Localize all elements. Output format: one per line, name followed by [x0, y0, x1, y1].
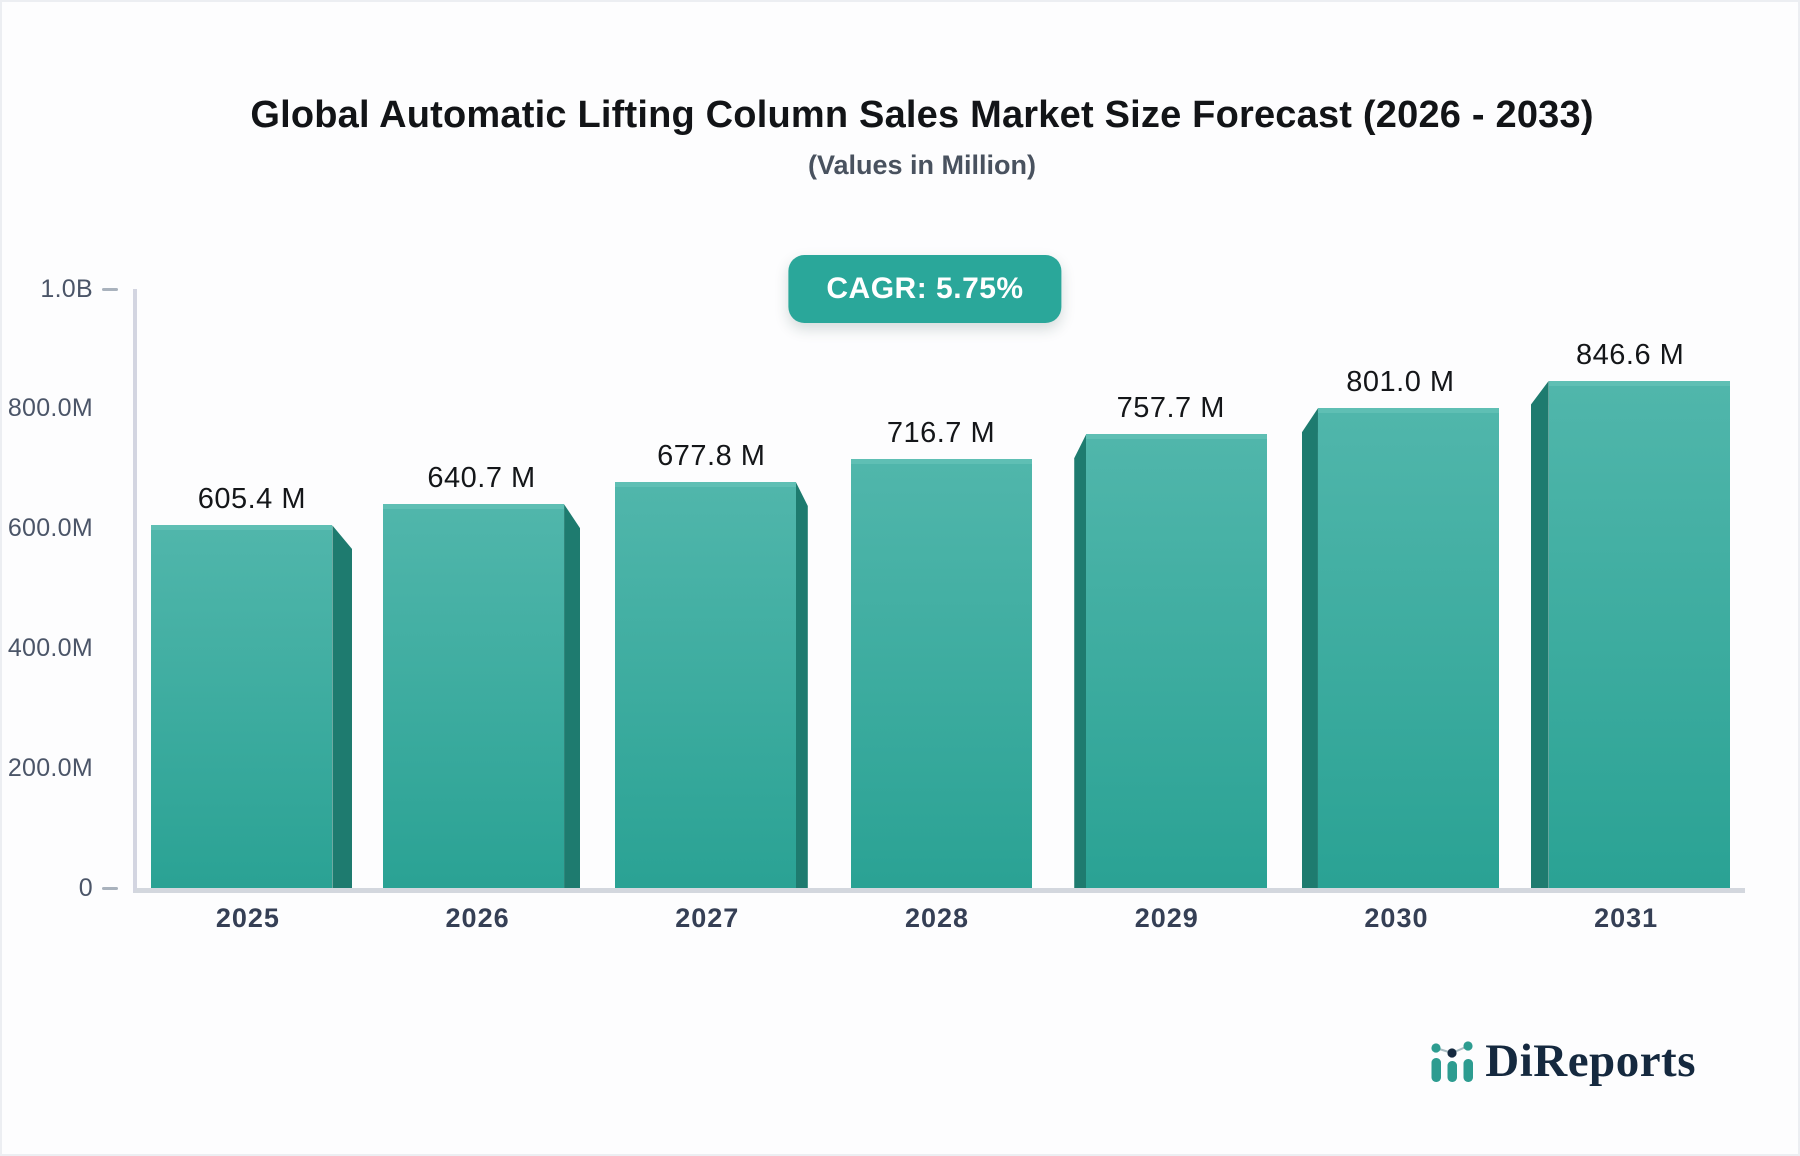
bar-2030	[1301, 408, 1499, 888]
bar-cell-2026: 640.7 M	[367, 289, 597, 888]
y-tick-label: 600.0M	[7, 514, 93, 543]
x-tick-label-2029: 2029	[1134, 903, 1199, 933]
plot-area: 605.4 M 640.7 M 677.8 M 716.7 M 757.7 M 801.0…	[133, 289, 1745, 893]
bar-cell-2031: 846.6 M	[1515, 289, 1745, 888]
y-tick-label: 400.0M	[7, 633, 93, 662]
x-tick-label-2028: 2028	[904, 903, 970, 933]
bar-side-face	[1301, 408, 1318, 888]
bar-value-label: 846.6 M	[1576, 338, 1685, 371]
bars-container: 605.4 M 640.7 M 677.8 M 716.7 M 757.7 M 801.0…	[137, 289, 1745, 888]
bar-2028	[850, 458, 1032, 888]
bar-2025	[151, 525, 353, 888]
x-tick-label-2027: 2027	[675, 903, 740, 933]
x-tick-label-2030: 2030	[1364, 903, 1429, 933]
bar-front-face	[850, 458, 1032, 888]
chart-subtitle: (Values in Million)	[807, 150, 1037, 180]
bar-value-label: 716.7 M	[886, 416, 996, 449]
cagr-badge: CAGR: 5.75%	[788, 255, 1062, 323]
bar-value-label: 677.8 M	[657, 440, 766, 472]
bar-front-face	[1548, 380, 1730, 888]
y-tick-dash	[102, 886, 118, 890]
bar-front-face	[614, 482, 796, 888]
bar-2026	[383, 504, 581, 888]
y-tick-label: 1.0B	[40, 274, 93, 303]
bar-cell-2030: 801.0 M	[1286, 289, 1516, 888]
y-tick-1.0B: 1.0B	[0, 274, 133, 304]
y-tick-label: 0	[78, 873, 93, 902]
bar-cell-2025: 605.4 M	[137, 289, 367, 888]
bar-side-face	[1074, 434, 1087, 888]
bar-front-face	[1086, 434, 1268, 888]
y-tick-800.0M: 800.0M	[0, 394, 133, 424]
bar-cell-2028: 716.7 M	[826, 289, 1056, 888]
x-axis-labels: 2025 2026 2027 2028 2029 2030 2031	[133, 903, 1741, 939]
y-tick-0: 0	[0, 873, 133, 903]
bar-side-face	[795, 482, 808, 888]
y-tick-400.0M: 400.0M	[0, 633, 133, 663]
bar-front-face	[151, 525, 333, 888]
bar-value-label: 801.0 M	[1346, 366, 1455, 399]
direports-logo-icon	[1431, 1041, 1474, 1082]
bar-side-face	[564, 504, 581, 888]
bar-front-face	[1317, 408, 1499, 888]
y-tick-600.0M: 600.0M	[0, 514, 133, 544]
brand-logo: DiReports	[1428, 1034, 1696, 1088]
y-axis-labels: 0 200.0M 400.0M 600.0M 800.0M 1.0B	[0, 275, 133, 902]
bar-cell-2029: 757.7 M	[1056, 289, 1286, 888]
y-tick-200.0M: 200.0M	[0, 753, 133, 783]
bar-value-label: 757.7 M	[1116, 392, 1225, 425]
bar-value-label: 640.7 M	[427, 462, 536, 495]
chart-title: Global Automatic Lifting Column Sales Ma…	[250, 94, 1594, 136]
brand-logo-text: DiReports	[1485, 1035, 1696, 1087]
x-tick-label-2026: 2026	[445, 903, 510, 933]
bar-side-face	[1530, 380, 1549, 888]
bar-2031	[1530, 380, 1730, 888]
y-tick-dash	[102, 287, 118, 291]
bar-cell-2027: 677.8 M	[596, 289, 826, 888]
y-tick-label: 200.0M	[7, 753, 93, 782]
bar-2027	[614, 482, 808, 888]
bar-2029	[1074, 434, 1268, 888]
y-tick-label: 800.0M	[7, 394, 93, 423]
bar-front-face	[383, 504, 565, 888]
bar-side-face	[332, 525, 353, 888]
x-tick-label-2031: 2031	[1594, 903, 1659, 933]
x-tick-label-2025: 2025	[215, 903, 280, 933]
bar-value-label: 605.4 M	[197, 483, 306, 516]
